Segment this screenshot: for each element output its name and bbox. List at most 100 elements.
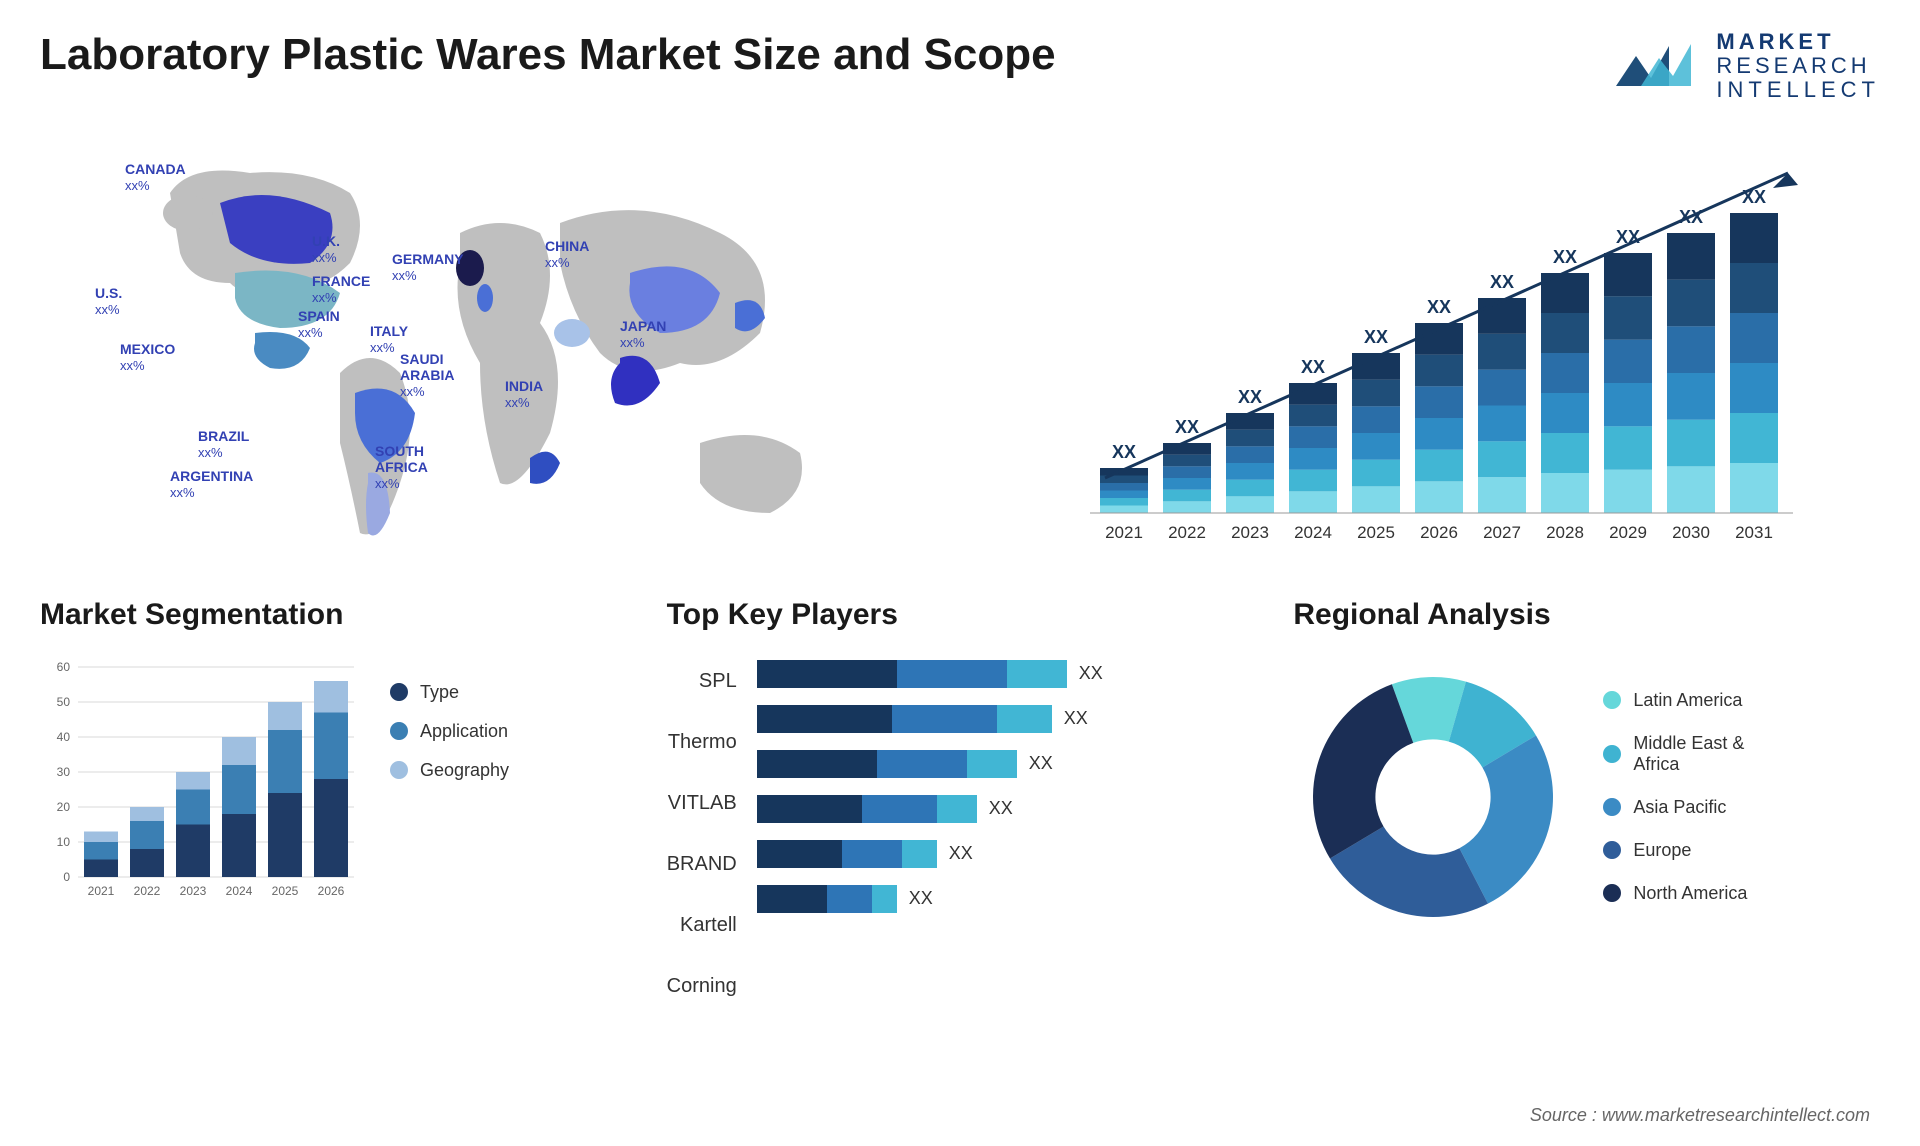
- player-bar-list: XX XX XX XX XX XX: [757, 657, 1254, 927]
- player-bar-row: XX: [757, 792, 1254, 826]
- player-bar-segment: [897, 660, 1007, 688]
- svg-text:50: 50: [57, 695, 71, 709]
- player-bar-segment: [757, 795, 862, 823]
- player-bar-value: XX: [989, 798, 1013, 819]
- svg-text:XX: XX: [1364, 327, 1388, 347]
- segmentation-legend: Type Application Geography: [390, 657, 509, 781]
- svg-text:2021: 2021: [1105, 523, 1143, 542]
- logo-icon: [1611, 36, 1701, 96]
- legend-swatch: [390, 761, 408, 779]
- logo-line-3: INTELLECT: [1716, 78, 1880, 102]
- player-bar-value: XX: [949, 843, 973, 864]
- svg-text:XX: XX: [1301, 357, 1325, 377]
- map-country-label: CANADAxx%: [125, 161, 186, 194]
- svg-text:2030: 2030: [1672, 523, 1710, 542]
- svg-text:XX: XX: [1238, 387, 1262, 407]
- legend-swatch: [1603, 691, 1621, 709]
- svg-text:20: 20: [57, 800, 71, 814]
- legend-label: Application: [420, 721, 508, 742]
- map-country-label: SPAINxx%: [298, 308, 340, 341]
- regional-legend-item: North America: [1603, 883, 1747, 904]
- player-name-list: SPLThermoVITLABBRANDKartellCorning: [667, 657, 737, 1015]
- segmentation-legend-item: Geography: [390, 760, 509, 781]
- legend-swatch: [390, 722, 408, 740]
- player-name: Thermo: [667, 726, 737, 760]
- player-bar: [757, 660, 1067, 688]
- legend-swatch: [1603, 841, 1621, 859]
- forecast-bar-chart: XX2021XX2022XX2023XX2024XX2025XX2026XX20…: [980, 133, 1880, 563]
- legend-swatch: [1603, 798, 1621, 816]
- svg-text:XX: XX: [1427, 297, 1451, 317]
- player-bar: [757, 750, 1017, 778]
- player-bar-segment: [757, 840, 842, 868]
- svg-text:XX: XX: [1175, 417, 1199, 437]
- svg-text:2028: 2028: [1546, 523, 1584, 542]
- map-country-label: U.K.xx%: [312, 233, 340, 266]
- player-name: SPL: [667, 665, 737, 699]
- svg-text:0: 0: [63, 870, 70, 884]
- player-bar-row: XX: [757, 657, 1254, 691]
- segmentation-legend-item: Type: [390, 682, 509, 703]
- player-bar-segment: [757, 750, 877, 778]
- svg-text:2024: 2024: [1294, 523, 1332, 542]
- player-bar-segment: [997, 705, 1052, 733]
- segmentation-legend-item: Application: [390, 721, 509, 742]
- regional-panel: Regional Analysis Latin AmericaMiddle Ea…: [1293, 598, 1880, 1015]
- legend-label: Latin America: [1633, 690, 1742, 711]
- player-bar-segment: [827, 885, 872, 913]
- player-bar-row: XX: [757, 837, 1254, 871]
- svg-text:XX: XX: [1490, 272, 1514, 292]
- player-bar-segment: [872, 885, 897, 913]
- legend-swatch: [1603, 745, 1621, 763]
- svg-text:2029: 2029: [1609, 523, 1647, 542]
- player-bar-segment: [877, 750, 967, 778]
- player-bar-segment: [757, 885, 827, 913]
- forecast-chart-panel: XX2021XX2022XX2023XX2024XX2025XX2026XX20…: [980, 133, 1880, 563]
- legend-label: Asia Pacific: [1633, 797, 1726, 818]
- player-name: Kartell: [667, 909, 737, 943]
- segmentation-chart: 0102030405060202120222023202420252026: [40, 657, 360, 907]
- svg-text:2026: 2026: [1420, 523, 1458, 542]
- brand-logo: MARKET RESEARCH INTELLECT: [1611, 30, 1880, 103]
- page-title: Laboratory Plastic Wares Market Size and…: [40, 30, 1056, 80]
- map-country-label: SAUDIARABIAxx%: [400, 351, 454, 400]
- logo-line-1: MARKET: [1716, 30, 1880, 54]
- map-country-label: ARGENTINAxx%: [170, 468, 253, 501]
- player-name: VITLAB: [667, 787, 737, 821]
- segmentation-title: Market Segmentation: [40, 598, 627, 632]
- regional-legend: Latin America Middle East &Africa Asia Pac…: [1603, 690, 1747, 904]
- player-bar-value: XX: [1079, 663, 1103, 684]
- map-country-label: MEXICOxx%: [120, 341, 175, 374]
- map-country-label: U.S.xx%: [95, 285, 122, 318]
- svg-text:2027: 2027: [1483, 523, 1521, 542]
- player-bar-value: XX: [1064, 708, 1088, 729]
- svg-text:2031: 2031: [1735, 523, 1773, 542]
- player-bar-row: XX: [757, 747, 1254, 781]
- svg-text:XX: XX: [1742, 187, 1766, 207]
- regional-legend-item: Europe: [1603, 840, 1747, 861]
- legend-swatch: [1603, 884, 1621, 902]
- svg-text:2021: 2021: [88, 884, 115, 898]
- map-country-label: FRANCExx%: [312, 273, 370, 306]
- regional-legend-item: Middle East &Africa: [1603, 733, 1747, 775]
- player-bar-segment: [937, 795, 977, 823]
- player-bar: [757, 885, 897, 913]
- svg-text:2023: 2023: [180, 884, 207, 898]
- svg-text:2023: 2023: [1231, 523, 1269, 542]
- svg-text:2025: 2025: [1357, 523, 1395, 542]
- player-bar-row: XX: [757, 702, 1254, 736]
- svg-text:XX: XX: [1553, 247, 1577, 267]
- player-bar-row: XX: [757, 882, 1254, 916]
- player-bar-segment: [967, 750, 1017, 778]
- svg-text:40: 40: [57, 730, 71, 744]
- player-name: BRAND: [667, 848, 737, 882]
- players-panel: Top Key Players SPLThermoVITLABBRANDKart…: [667, 598, 1254, 1015]
- player-bar-value: XX: [1029, 753, 1053, 774]
- map-country-label: JAPANxx%: [620, 318, 666, 351]
- player-bar: [757, 795, 977, 823]
- regional-legend-item: Asia Pacific: [1603, 797, 1747, 818]
- player-bar-segment: [902, 840, 937, 868]
- map-country-label: BRAZILxx%: [198, 428, 249, 461]
- player-bar-segment: [892, 705, 997, 733]
- source-attribution: Source : www.marketresearchintellect.com: [1530, 1105, 1870, 1126]
